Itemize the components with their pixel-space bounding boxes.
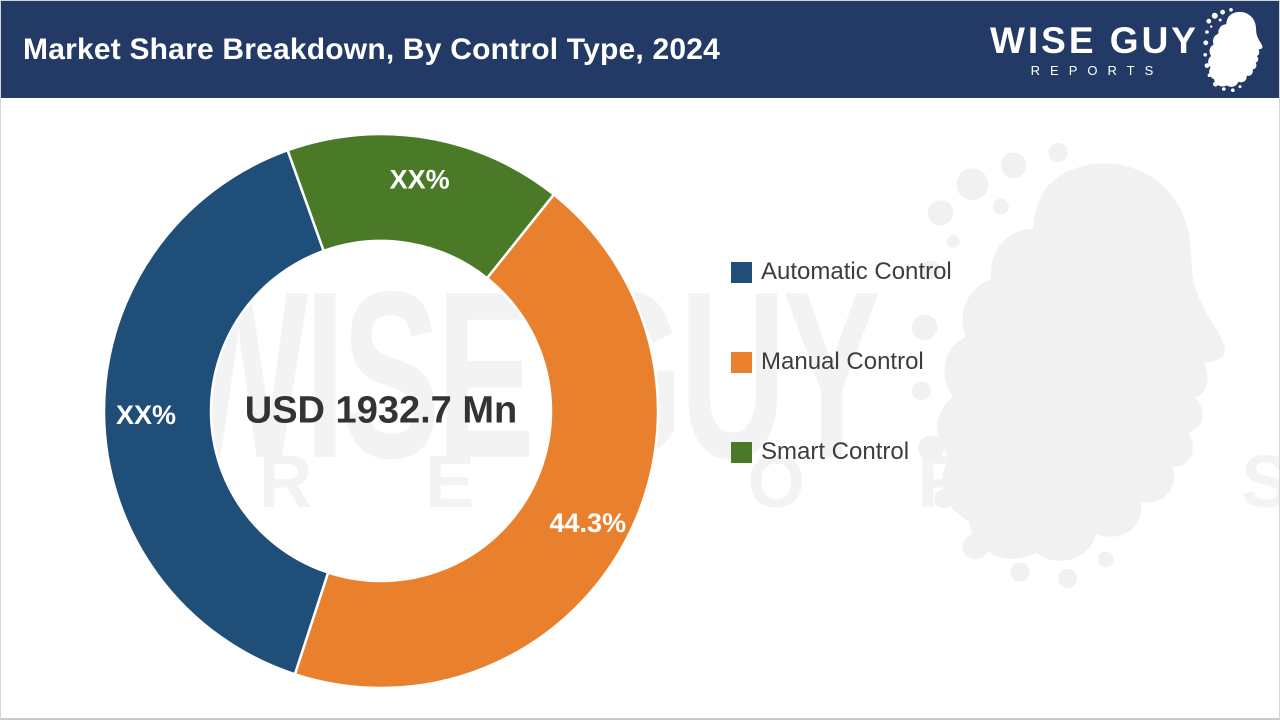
slice-label-automatic-control: XX% xyxy=(116,400,176,430)
slice-label-manual-control: 44.3% xyxy=(550,508,627,538)
legend-swatch-manual xyxy=(731,351,752,373)
logo-wordmark: WISE GUY xyxy=(989,20,1199,61)
watermark-face-logo xyxy=(911,143,1226,588)
chart-legend: Automatic Control Manual Control Smart C… xyxy=(731,258,952,528)
donut-slice-smart-control xyxy=(286,132,556,280)
legend-item-manual-control: Manual Control xyxy=(731,348,952,376)
legend-item-automatic-control: Automatic Control xyxy=(731,258,952,286)
chart-center-value: USD 1932.7 Mn xyxy=(244,389,518,432)
logo-subtitle: REPORTS xyxy=(1030,63,1164,78)
legend-label-smart: Smart Control xyxy=(761,438,910,465)
legend-item-smart-control: Smart Control xyxy=(731,438,952,466)
legend-label-automatic: Automatic Control xyxy=(761,258,952,285)
legend-swatch-automatic xyxy=(731,261,752,283)
wise-guy-reports-logo: WISE GUY REPORTS xyxy=(989,7,1279,92)
donut-slice-automatic-control xyxy=(102,148,330,676)
legend-swatch-smart xyxy=(731,441,752,463)
header-bar: Market Share Breakdown, By Control Type,… xyxy=(1,1,1279,98)
page-title: Market Share Breakdown, By Control Type,… xyxy=(23,32,720,66)
donut-slice-manual-control xyxy=(293,193,660,690)
slice-label-smart-control: XX% xyxy=(390,165,450,195)
logo-face-icon xyxy=(1203,7,1263,92)
donut-chart: XX% XX% 44.3% xyxy=(102,132,660,690)
legend-label-manual: Manual Control xyxy=(761,348,924,375)
